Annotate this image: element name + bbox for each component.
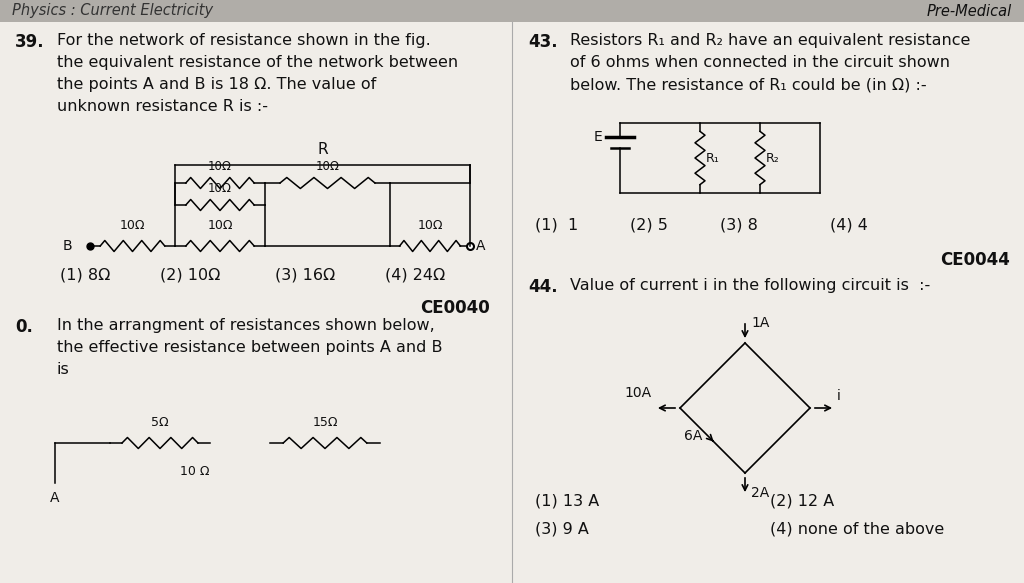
Text: For the network of resistance shown in the fig.: For the network of resistance shown in t… [57, 33, 431, 48]
Text: E: E [593, 130, 602, 144]
Text: Value of current i in the following circuit is  :-: Value of current i in the following circ… [570, 278, 930, 293]
Text: 44.: 44. [528, 278, 558, 296]
Text: CE0044: CE0044 [940, 251, 1010, 269]
Text: A: A [50, 491, 59, 505]
Text: A: A [476, 239, 485, 253]
Text: 10Ω: 10Ω [417, 219, 442, 232]
Text: 5Ω: 5Ω [152, 416, 169, 429]
Text: i: i [837, 389, 841, 403]
Text: 39.: 39. [15, 33, 45, 51]
Text: (3) 8: (3) 8 [720, 218, 758, 233]
Text: (1) 8Ω: (1) 8Ω [60, 268, 111, 283]
Text: (3) 9 A: (3) 9 A [535, 521, 589, 536]
Text: 10Ω: 10Ω [315, 160, 340, 173]
Text: (4) 4: (4) 4 [830, 218, 868, 233]
Text: B: B [62, 239, 72, 253]
Text: the points A and B is 18 Ω. The value of: the points A and B is 18 Ω. The value of [57, 77, 376, 92]
Text: (4) 24Ω: (4) 24Ω [385, 268, 445, 283]
Text: 1A: 1A [751, 316, 769, 330]
Text: 10 Ω: 10 Ω [180, 465, 210, 478]
Text: 43.: 43. [528, 33, 558, 51]
Text: (3) 16Ω: (3) 16Ω [275, 268, 335, 283]
Text: (2) 12 A: (2) 12 A [770, 493, 835, 508]
Text: 15Ω: 15Ω [312, 416, 338, 429]
Text: R₂: R₂ [766, 152, 779, 164]
Text: R₁: R₁ [706, 152, 720, 164]
Text: (2) 10Ω: (2) 10Ω [160, 268, 220, 283]
Text: the equivalent resistance of the network between: the equivalent resistance of the network… [57, 55, 458, 70]
Text: (1) 13 A: (1) 13 A [535, 493, 599, 508]
Text: 10Ω: 10Ω [208, 160, 232, 173]
Text: Physics : Current Electricity: Physics : Current Electricity [12, 3, 213, 19]
Text: of 6 ohms when connected in the circuit shown: of 6 ohms when connected in the circuit … [570, 55, 950, 70]
Text: R: R [317, 142, 328, 157]
Text: 6A: 6A [684, 429, 702, 443]
Text: (1)  1: (1) 1 [535, 218, 579, 233]
Text: Resistors R₁ and R₂ have an equivalent resistance: Resistors R₁ and R₂ have an equivalent r… [570, 33, 971, 48]
Text: 10Ω: 10Ω [208, 182, 232, 195]
Text: (2) 5: (2) 5 [630, 218, 668, 233]
Text: below. The resistance of R₁ could be (in Ω) :-: below. The resistance of R₁ could be (in… [570, 77, 927, 92]
Text: is: is [57, 362, 70, 377]
Text: 2A: 2A [751, 486, 769, 500]
Text: (4) none of the above: (4) none of the above [770, 521, 944, 536]
Text: the effective resistance between points A and B: the effective resistance between points … [57, 340, 442, 355]
Text: 10Ω: 10Ω [120, 219, 145, 232]
Text: unknown resistance R is :-: unknown resistance R is :- [57, 99, 268, 114]
Text: 10A: 10A [625, 386, 652, 400]
Text: CE0040: CE0040 [420, 299, 490, 317]
Text: 10Ω: 10Ω [207, 219, 232, 232]
FancyBboxPatch shape [0, 0, 1024, 22]
Text: In the arrangment of resistances shown below,: In the arrangment of resistances shown b… [57, 318, 435, 333]
Text: Pre-Medical: Pre-Medical [927, 3, 1012, 19]
Text: 0.: 0. [15, 318, 33, 336]
